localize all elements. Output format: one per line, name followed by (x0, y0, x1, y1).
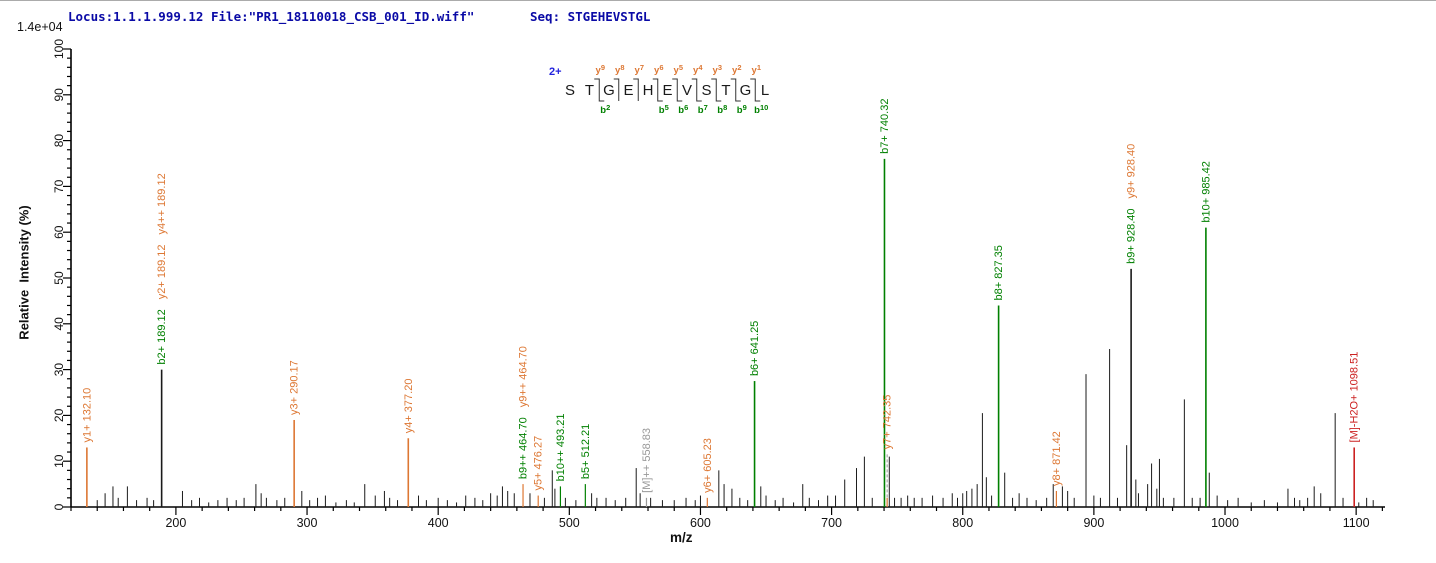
peak-label: b10+ 985.42 (1200, 161, 1212, 222)
ion-label: y5 (674, 63, 683, 76)
ion-label: y8 (615, 63, 624, 76)
residue-letter: S (701, 82, 711, 99)
peak-label: b5+ 512.21 (580, 424, 592, 479)
residue-letter: S (565, 82, 575, 99)
peak-label: y5+ 476.27 (533, 436, 545, 491)
intensity-scale-label: 1.4e+04 (17, 20, 63, 34)
y-tick-label: 70 (52, 179, 66, 193)
precursor-charge-label: 2+ (549, 66, 562, 78)
x-axis: 200 300 400 500 600 700 800 900 1000 1100 (70, 506, 1385, 530)
residue-letter: G (603, 82, 615, 99)
sequence-header: Seq: STGEHEVSTGL (530, 9, 651, 24)
ion-label: y2 (732, 63, 741, 76)
y-tick-label: 60 (52, 225, 66, 239)
ion-label: y3 (713, 63, 722, 76)
y-tick-label: 30 (52, 363, 66, 377)
x-axis-title: m/z (670, 530, 693, 545)
residue-letter: T (585, 82, 594, 99)
residue-letter: E (662, 82, 672, 99)
y-axis: 0 10 20 30 40 50 60 70 80 90 100 (52, 39, 72, 510)
y-tick-label: 90 (52, 88, 66, 102)
peak-label: b2+ 189.12y2+ 189.12y4++ 189.12 (156, 173, 168, 364)
x-tick-label: 200 (165, 516, 186, 530)
y-tick-label: 40 (52, 317, 66, 331)
x-tick-label: 400 (428, 516, 449, 530)
cleavage-mark (730, 78, 741, 102)
peak-label: y3+ 290.17 (289, 360, 301, 415)
residue-letter: L (761, 82, 769, 99)
x-tick-label: 700 (821, 516, 842, 530)
cleavage-mark (672, 78, 683, 102)
ion-label: y9 (596, 63, 605, 76)
y-tick-label: 80 (52, 134, 66, 148)
peak-label: y6+ 605.23 (702, 438, 714, 493)
peak-label: b7+ 740.32 (879, 99, 891, 154)
x-tick-label: 600 (690, 516, 711, 530)
x-tick-label: 800 (952, 516, 973, 530)
y-tick-label: 50 (52, 271, 66, 285)
peak-label: b8+ 827.35 (993, 245, 1005, 300)
ion-label: b10 (754, 103, 768, 116)
ion-label: y1 (752, 63, 761, 76)
cleavage-mark (652, 78, 663, 102)
cleavage-mark (633, 78, 639, 101)
peak-label: [M]-H2O+ 1098.51 (1349, 352, 1361, 443)
cleavage-mark (711, 78, 722, 102)
peak-label: b9++ 464.70y9++ 464.70 (518, 346, 530, 479)
ion-label: b6 (678, 103, 688, 116)
ion-label: b9 (737, 103, 747, 116)
peak-label: y7+ 742.35 (882, 395, 894, 450)
cleavage-mark (691, 78, 702, 102)
ion-label: b7 (698, 103, 708, 116)
y-tick-label: 10 (52, 454, 66, 468)
peak-label: y4+ 377.20 (403, 379, 415, 434)
peak-label: [M]++ 558.83 (641, 428, 653, 493)
ion-label: b8 (717, 103, 727, 116)
x-tick-label: 300 (297, 516, 318, 530)
ion-label: y6 (654, 63, 663, 76)
noise-peaks (96, 348, 1374, 507)
residue-letter: H (643, 82, 654, 99)
residue-letter: E (623, 82, 633, 99)
y-tick-label: 100 (52, 39, 66, 59)
residue-letter: T (721, 82, 730, 99)
x-tick-label: 900 (1083, 516, 1104, 530)
x-tick-label: 1100 (1343, 516, 1370, 530)
ion-label: b5 (659, 103, 669, 116)
cleavage-mark (594, 78, 605, 102)
peak-label: b6+ 641.25 (749, 321, 761, 376)
labeled-peaks: y1+ 132.10 b2+ 189.12y2+ 189.12y4++ 189.1… (81, 99, 1361, 507)
y-tick-label: 0 (52, 503, 66, 510)
y-tick-label: 20 (52, 408, 66, 422)
cleavage-mark (750, 78, 761, 102)
residue-letter: G (740, 82, 752, 99)
peak-label: y8+ 871.42 (1051, 431, 1063, 486)
ion-label: y4 (693, 63, 703, 76)
cleavage-mark (613, 78, 620, 101)
ion-label: b2 (600, 103, 610, 116)
peak-label: y1+ 132.10 (81, 388, 93, 443)
ion-label: y7 (635, 63, 644, 76)
locus-file-header: Locus:1.1.1.999.12 File:"PR1_18110018_CS… (68, 9, 475, 24)
peak-label: b10++ 493.21 (555, 413, 567, 481)
peak-label: b9+ 928.40y9+ 928.40 (1126, 144, 1138, 264)
residue-letter: V (682, 82, 692, 99)
x-tick-label: 500 (559, 516, 580, 530)
x-tick-label: 1000 (1211, 516, 1239, 530)
